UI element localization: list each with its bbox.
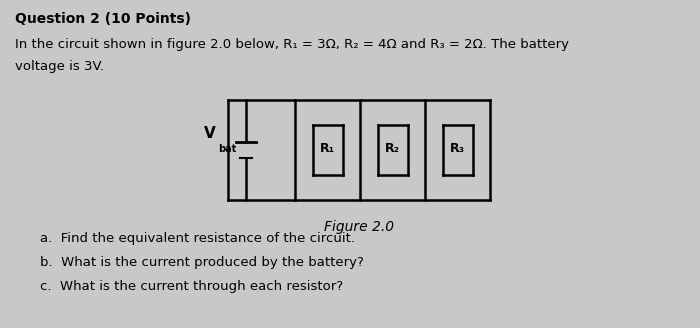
Text: bat: bat — [218, 144, 237, 154]
Text: a.  Find the equivalent resistance of the circuit.: a. Find the equivalent resistance of the… — [40, 232, 355, 245]
Text: c.  What is the current through each resistor?: c. What is the current through each resi… — [40, 280, 343, 293]
Text: In the circuit shown in figure 2.0 below, R₁ = 3Ω, R₂ = 4Ω and R₃ = 2Ω. The batt: In the circuit shown in figure 2.0 below… — [15, 38, 569, 51]
Text: R₁: R₁ — [320, 141, 335, 154]
Text: Question 2 (10 Points): Question 2 (10 Points) — [15, 12, 191, 26]
Text: R₂: R₂ — [385, 141, 400, 154]
Text: V: V — [204, 127, 216, 141]
Text: b.  What is the current produced by the battery?: b. What is the current produced by the b… — [40, 256, 364, 269]
Text: Figure 2.0: Figure 2.0 — [324, 220, 394, 234]
Text: voltage is 3V.: voltage is 3V. — [15, 60, 104, 73]
Text: R₃: R₃ — [450, 141, 465, 154]
